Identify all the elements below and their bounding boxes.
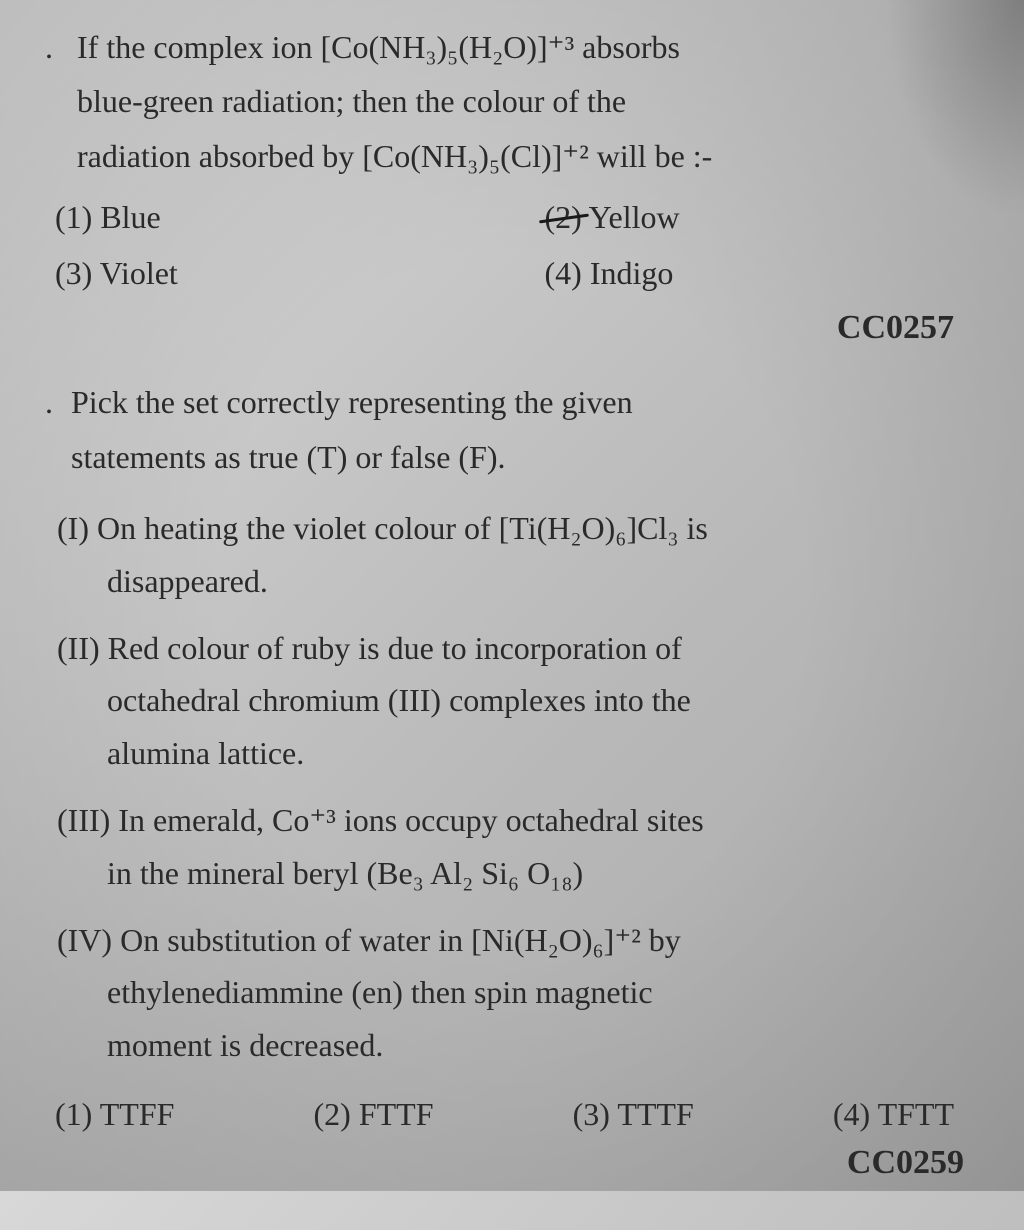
- s4-line2: ethylenediammine (en) then spin magnetic: [107, 974, 653, 1010]
- statement-2: (II) Red colour of ruby is due to incorp…: [45, 622, 984, 780]
- q1-code: CC0257: [45, 309, 954, 347]
- statement-1: (I) On heating the violet colour of [Ti(…: [45, 502, 984, 608]
- q1-line3: radiation absorbed by [Co(NH₃)₅(Cl)]⁺² w…: [77, 138, 712, 174]
- q2-intro-line1: Pick the set correctly representing the …: [71, 384, 633, 420]
- q1-bullet: .: [45, 20, 59, 74]
- page-content: . If the complex ion [Co(NH₃)₅(H₂O)]⁺³ ab…: [0, 0, 1024, 1230]
- question-1-stem: . If the complex ion [Co(NH₃)₅(H₂O)]⁺³ ab…: [45, 20, 984, 183]
- question-2-intro: . Pick the set correctly representing the…: [45, 375, 984, 484]
- statement-3: (III) In emerald, Co⁺³ ions occupy octah…: [45, 794, 984, 900]
- q2-intro-line2: statements as true (T) or false (F).: [71, 439, 506, 475]
- q1-line2: blue-green radiation; then the colour of…: [77, 83, 626, 119]
- strike-annotation: (2) Yellow: [545, 193, 680, 241]
- s2-line1: (II) Red colour of ruby is due to incorp…: [57, 630, 682, 666]
- question-2: . Pick the set correctly representing the…: [45, 375, 984, 1182]
- s2-line3: alumina lattice.: [107, 735, 304, 771]
- q1-option-3: (3) Violet: [55, 249, 475, 297]
- s3-line1: (III) In emerald, Co⁺³ ions occupy octah…: [57, 802, 704, 838]
- s1-line2: disappeared.: [107, 563, 268, 599]
- q2-option-2: (2) FTTF: [314, 1090, 434, 1138]
- s2-line2: octahedral chromium (III) complexes into…: [107, 682, 691, 718]
- s1-line1: (I) On heating the violet colour of [Ti(…: [57, 510, 708, 546]
- q2-bullet: .: [45, 375, 57, 429]
- q2-code: CC0259: [45, 1144, 964, 1182]
- q2-option-1: (1) TTFF: [55, 1090, 174, 1138]
- q2-option-3: (3) TTTF: [573, 1090, 694, 1138]
- q1-options: (1) Blue (2) Yellow (3) Violet (4) Indig…: [55, 193, 984, 297]
- q1-option-2: (2) Yellow: [545, 193, 985, 241]
- question-1: . If the complex ion [Co(NH₃)₅(H₂O)]⁺³ ab…: [45, 20, 984, 347]
- s4-line3: moment is decreased.: [107, 1027, 383, 1063]
- s3-line2: in the mineral beryl (Be₃ Al₂ Si₆ O₁₈): [107, 855, 583, 891]
- q1-option-1: (1) Blue: [55, 193, 475, 241]
- q1-option-4: (4) Indigo: [545, 249, 985, 297]
- q1-line1: If the complex ion [Co(NH₃)₅(H₂O)]⁺³ abs…: [77, 29, 680, 65]
- statement-4: (IV) On substitution of water in [Ni(H₂O…: [45, 914, 984, 1072]
- q2-options: (1) TTFF (2) FTTF (3) TTTF (4) TFTT: [45, 1090, 984, 1138]
- s4-line1: (IV) On substitution of water in [Ni(H₂O…: [57, 922, 681, 958]
- q2-option-4: (4) TFTT: [833, 1090, 954, 1138]
